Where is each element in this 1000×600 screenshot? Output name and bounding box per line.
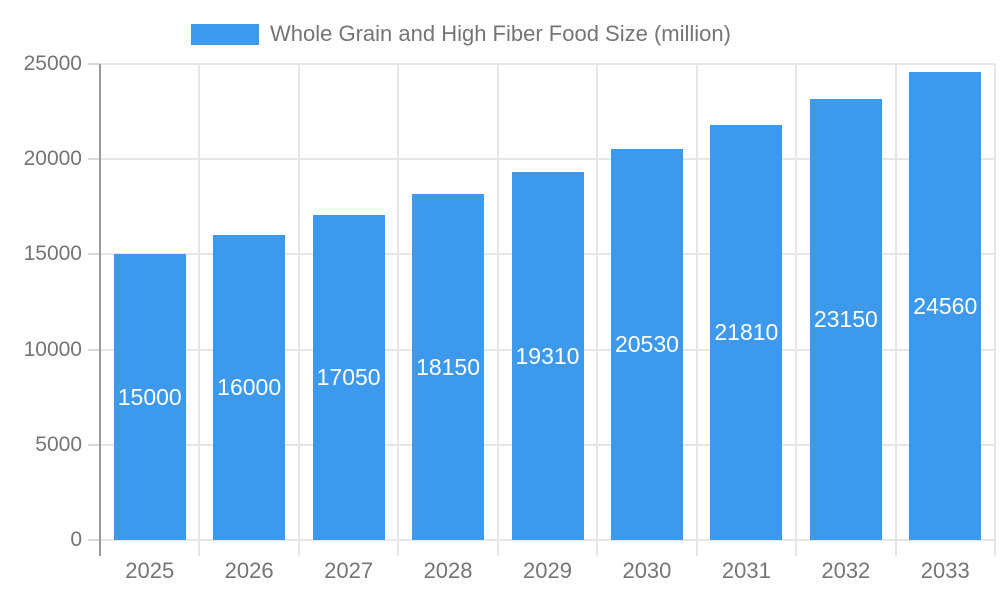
gridline-horizontal — [100, 63, 995, 65]
bar[interactable]: 21810 — [710, 124, 783, 540]
bar-value-label: 18150 — [416, 353, 481, 380]
bar-value-label: 24560 — [913, 292, 978, 319]
x-axis-tick-label: 2028 — [423, 558, 473, 583]
bar[interactable]: 24560 — [909, 72, 982, 540]
y-axis-tick — [88, 253, 100, 256]
y-axis-tick-label: 20000 — [23, 147, 82, 171]
gridline-vertical — [496, 64, 499, 556]
y-axis-tick-label: 10000 — [23, 337, 82, 361]
x-axis-tick-label: 2029 — [523, 558, 572, 583]
gridline-vertical — [297, 64, 300, 556]
x-axis-tick-label: 2027 — [324, 558, 374, 583]
bar[interactable]: 16000 — [213, 235, 286, 540]
y-axis-tick — [88, 443, 100, 446]
bar[interactable]: 15000 — [113, 254, 186, 540]
gridline-vertical — [397, 64, 400, 556]
bar-value-label: 19310 — [515, 342, 580, 369]
x-axis-tick-label: 2025 — [125, 558, 175, 583]
bar[interactable]: 17050 — [312, 215, 385, 540]
y-axis-tick — [88, 63, 100, 65]
x-axis-tick-label: 2032 — [821, 558, 871, 583]
bar-value-label: 20530 — [614, 331, 679, 358]
y-axis-tick — [88, 539, 100, 541]
bar[interactable]: 18150 — [412, 194, 485, 540]
gridline-vertical — [198, 64, 201, 556]
gridline-vertical — [596, 64, 599, 556]
bar[interactable]: 20530 — [610, 149, 683, 540]
legend-label: Whole Grain and High Fiber Food Size (mi… — [270, 21, 731, 46]
bar-value-label: 17050 — [316, 364, 381, 391]
gridline-vertical — [994, 64, 996, 556]
gridline-vertical — [894, 64, 897, 556]
x-axis-tick-label: 2026 — [224, 558, 274, 583]
y-axis-tick — [88, 158, 100, 161]
legend[interactable]: Whole Grain and High Fiber Food Size (mi… — [191, 18, 731, 50]
bar-value-label: 15000 — [117, 383, 182, 410]
gridline-horizontal — [100, 158, 995, 161]
bar[interactable]: 19310 — [511, 172, 584, 540]
bar-value-label: 21810 — [714, 318, 779, 345]
gridline-horizontal — [100, 539, 995, 541]
y-axis-tick-label: 5000 — [35, 432, 82, 456]
y-axis-line — [99, 64, 101, 556]
gridline-vertical — [795, 64, 798, 556]
bar-value-label: 16000 — [217, 374, 282, 401]
x-axis-tick-label: 2033 — [920, 558, 970, 583]
gridline-vertical — [695, 64, 698, 556]
y-axis-tick-label: 25000 — [23, 52, 82, 75]
y-axis-tick — [88, 348, 100, 351]
legend-swatch — [191, 23, 259, 45]
y-axis-tick-label: 15000 — [23, 242, 82, 266]
bar-value-label: 23150 — [813, 306, 878, 333]
y-axis-tick-label: 0 — [70, 528, 82, 551]
x-axis-tick-label: 2030 — [622, 558, 672, 583]
x-axis-tick-label: 2031 — [721, 558, 771, 583]
bar[interactable]: 23150 — [809, 99, 882, 540]
